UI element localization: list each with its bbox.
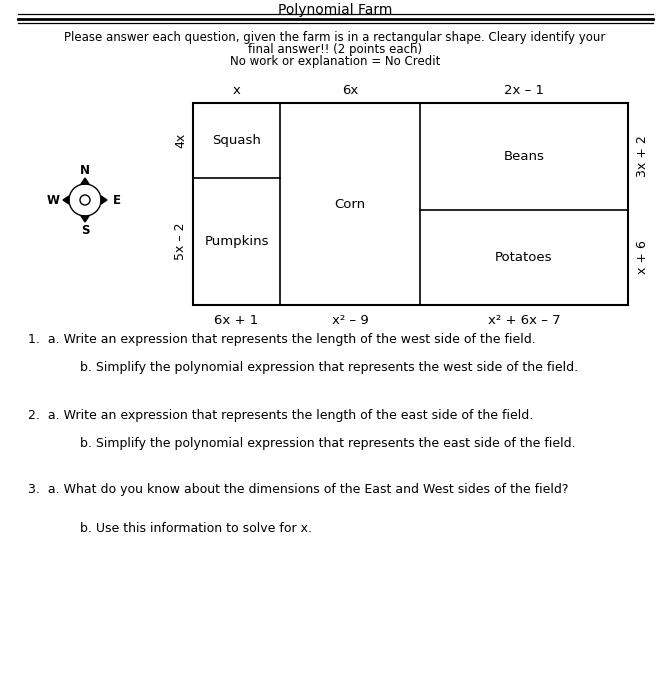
Text: b. Simplify the polynomial expression that represents the east side of the field: b. Simplify the polynomial expression th… <box>56 437 576 449</box>
Text: E: E <box>113 193 121 206</box>
Text: b. Use this information to solve for x.: b. Use this information to solve for x. <box>56 522 312 535</box>
Text: Beans: Beans <box>503 150 544 163</box>
Text: W: W <box>46 193 60 206</box>
Text: 3x + 2: 3x + 2 <box>635 136 648 177</box>
Text: 4x: 4x <box>174 133 187 148</box>
Text: x: x <box>233 83 240 97</box>
Polygon shape <box>81 178 89 184</box>
Text: x + 6: x + 6 <box>635 241 648 274</box>
Text: 2x – 1: 2x – 1 <box>504 83 544 97</box>
Text: 6x: 6x <box>342 83 358 97</box>
Text: 5x – 2: 5x – 2 <box>174 223 187 260</box>
Text: x² – 9: x² – 9 <box>331 314 368 326</box>
Text: Corn: Corn <box>334 197 366 211</box>
Text: final answer!! (2 points each): final answer!! (2 points each) <box>248 43 422 57</box>
Text: Pumpkins: Pumpkins <box>204 235 269 248</box>
Text: N: N <box>80 164 90 176</box>
Text: Potatoes: Potatoes <box>495 251 553 264</box>
Text: 6x + 1: 6x + 1 <box>214 314 258 326</box>
Polygon shape <box>63 196 69 204</box>
Bar <box>193 103 628 305</box>
Polygon shape <box>81 216 89 222</box>
Text: 3.  a. What do you know about the dimensions of the East and West sides of the f: 3. a. What do you know about the dimensi… <box>28 484 568 496</box>
Circle shape <box>80 195 90 205</box>
Text: Please answer each question, given the farm is in a rectangular shape. Cleary id: Please answer each question, given the f… <box>64 31 606 43</box>
Text: Squash: Squash <box>212 134 261 147</box>
Text: No work or explanation = No Credit: No work or explanation = No Credit <box>229 55 440 69</box>
Text: Polynomial Farm: Polynomial Farm <box>278 3 392 17</box>
Text: 1.  a. Write an expression that represents the length of the west side of the fi: 1. a. Write an expression that represent… <box>28 333 535 346</box>
Text: x² + 6x – 7: x² + 6x – 7 <box>488 314 560 326</box>
Polygon shape <box>101 196 107 204</box>
Text: b. Simplify the polynomial expression that represents the west side of the field: b. Simplify the polynomial expression th… <box>56 361 578 374</box>
Text: S: S <box>81 223 89 237</box>
Text: 2.  a. Write an expression that represents the length of the east side of the fi: 2. a. Write an expression that represent… <box>28 409 533 421</box>
